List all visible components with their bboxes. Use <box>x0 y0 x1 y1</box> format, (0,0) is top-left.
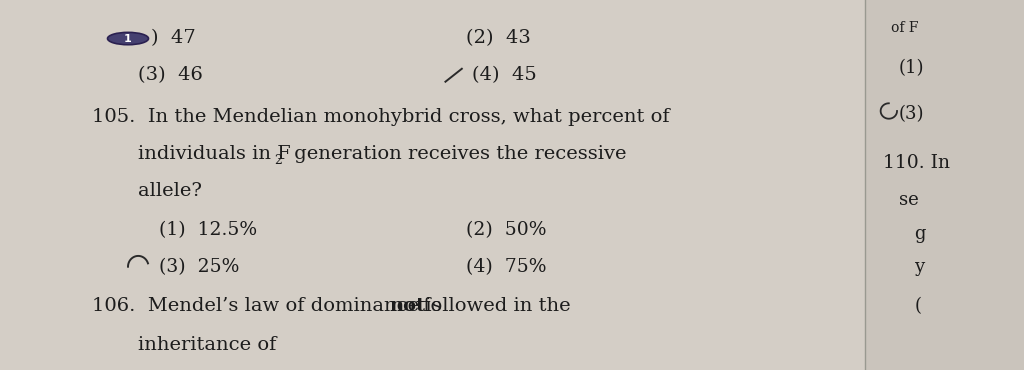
Circle shape <box>108 32 148 45</box>
Text: (3)  46: (3) 46 <box>138 67 203 84</box>
Text: (1)  12.5%: (1) 12.5% <box>159 221 257 239</box>
Text: 110. In: 110. In <box>883 154 949 172</box>
FancyBboxPatch shape <box>865 0 1024 370</box>
Text: generation receives the recessive: generation receives the recessive <box>288 145 626 163</box>
Text: 1: 1 <box>124 34 132 44</box>
Text: inheritance of: inheritance of <box>138 336 276 354</box>
Text: individuals in F: individuals in F <box>138 145 291 163</box>
Text: followed in the: followed in the <box>417 297 570 315</box>
Text: (2)  50%: (2) 50% <box>466 221 547 239</box>
Text: (3): (3) <box>899 105 925 123</box>
Text: 106.  Mendel’s law of dominance is: 106. Mendel’s law of dominance is <box>92 297 449 315</box>
Text: not: not <box>389 297 426 315</box>
Text: )  47: ) 47 <box>151 30 196 47</box>
Text: y: y <box>914 258 925 276</box>
Text: 2: 2 <box>274 154 282 168</box>
Text: (2)  43: (2) 43 <box>466 30 530 47</box>
Text: (4)  45: (4) 45 <box>472 67 537 84</box>
Text: (3)  25%: (3) 25% <box>159 258 239 276</box>
Text: of F: of F <box>891 21 919 35</box>
Text: g: g <box>914 225 926 243</box>
Text: (4)  75%: (4) 75% <box>466 258 547 276</box>
Text: se: se <box>899 191 919 209</box>
Text: allele?: allele? <box>138 182 203 200</box>
Text: 105.  In the Mendelian monohybrid cross, what percent of: 105. In the Mendelian monohybrid cross, … <box>92 108 670 126</box>
Text: (1): (1) <box>899 59 925 77</box>
Text: (: ( <box>914 297 922 315</box>
